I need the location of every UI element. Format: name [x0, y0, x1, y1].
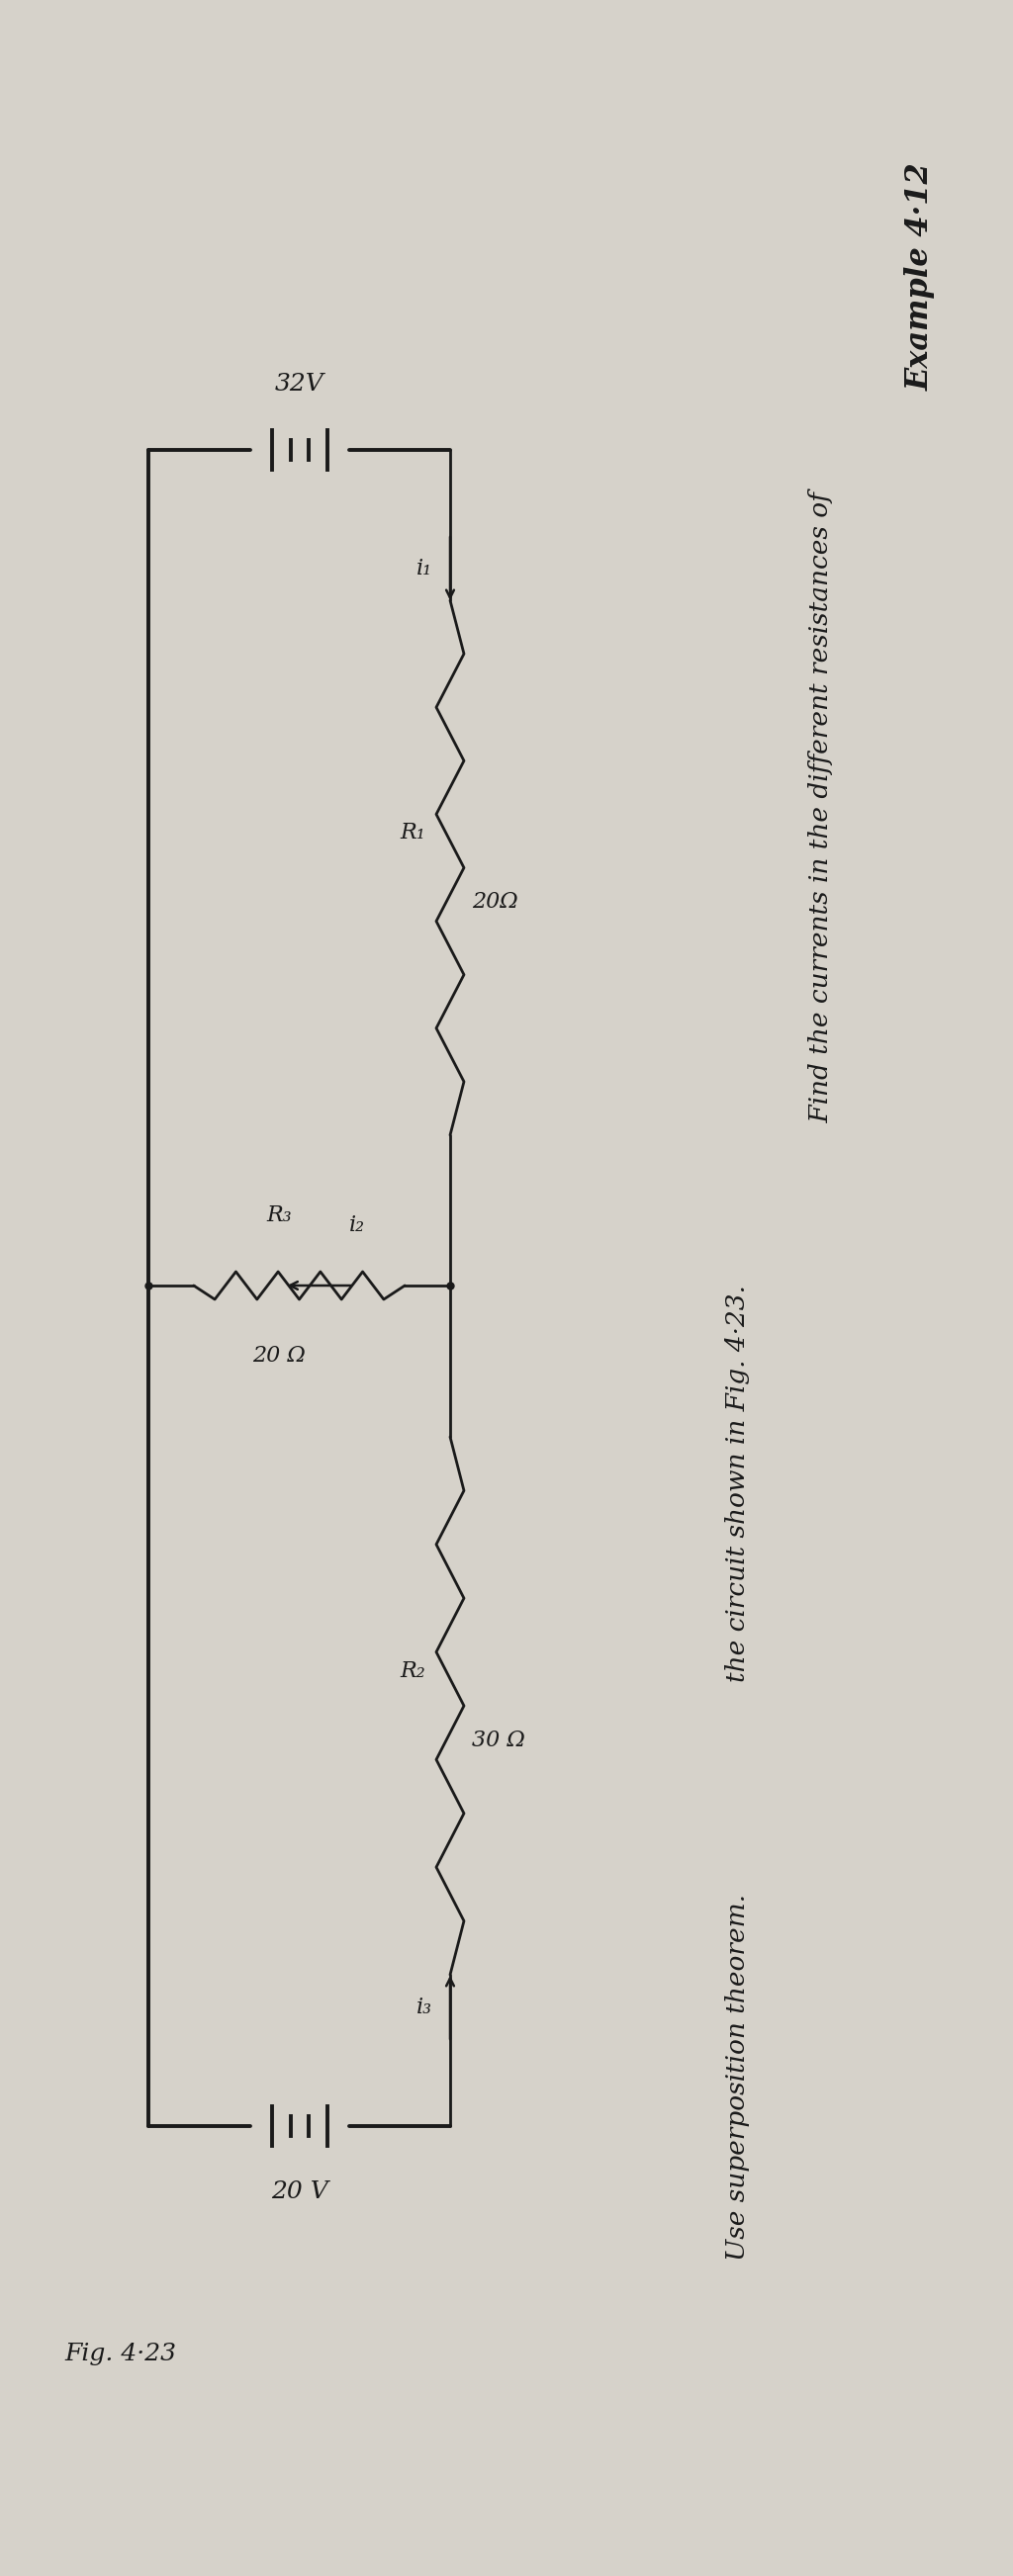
- Text: i₃: i₃: [416, 1996, 433, 2017]
- Text: Use superposition theorem.: Use superposition theorem.: [724, 1893, 750, 2259]
- Text: Find the currents in the different resistances of: Find the currents in the different resis…: [808, 492, 834, 1131]
- Text: 20 Ω: 20 Ω: [253, 1345, 306, 1368]
- Text: 32V: 32V: [275, 374, 324, 397]
- Text: the circuit shown in Fig. 4·23.: the circuit shown in Fig. 4·23.: [724, 1285, 750, 1682]
- Text: 20Ω: 20Ω: [472, 891, 518, 914]
- Text: Example 4·12: Example 4·12: [905, 162, 935, 392]
- Text: 30 Ω: 30 Ω: [472, 1728, 525, 1752]
- Text: i₂: i₂: [348, 1213, 365, 1236]
- Text: 20 V: 20 V: [270, 2179, 328, 2202]
- Text: R₁: R₁: [400, 822, 425, 845]
- Text: i₁: i₁: [416, 559, 433, 580]
- Text: R₃: R₃: [266, 1206, 292, 1226]
- Text: Fig. 4·23: Fig. 4·23: [64, 2342, 176, 2365]
- Text: R₂: R₂: [400, 1662, 425, 1682]
